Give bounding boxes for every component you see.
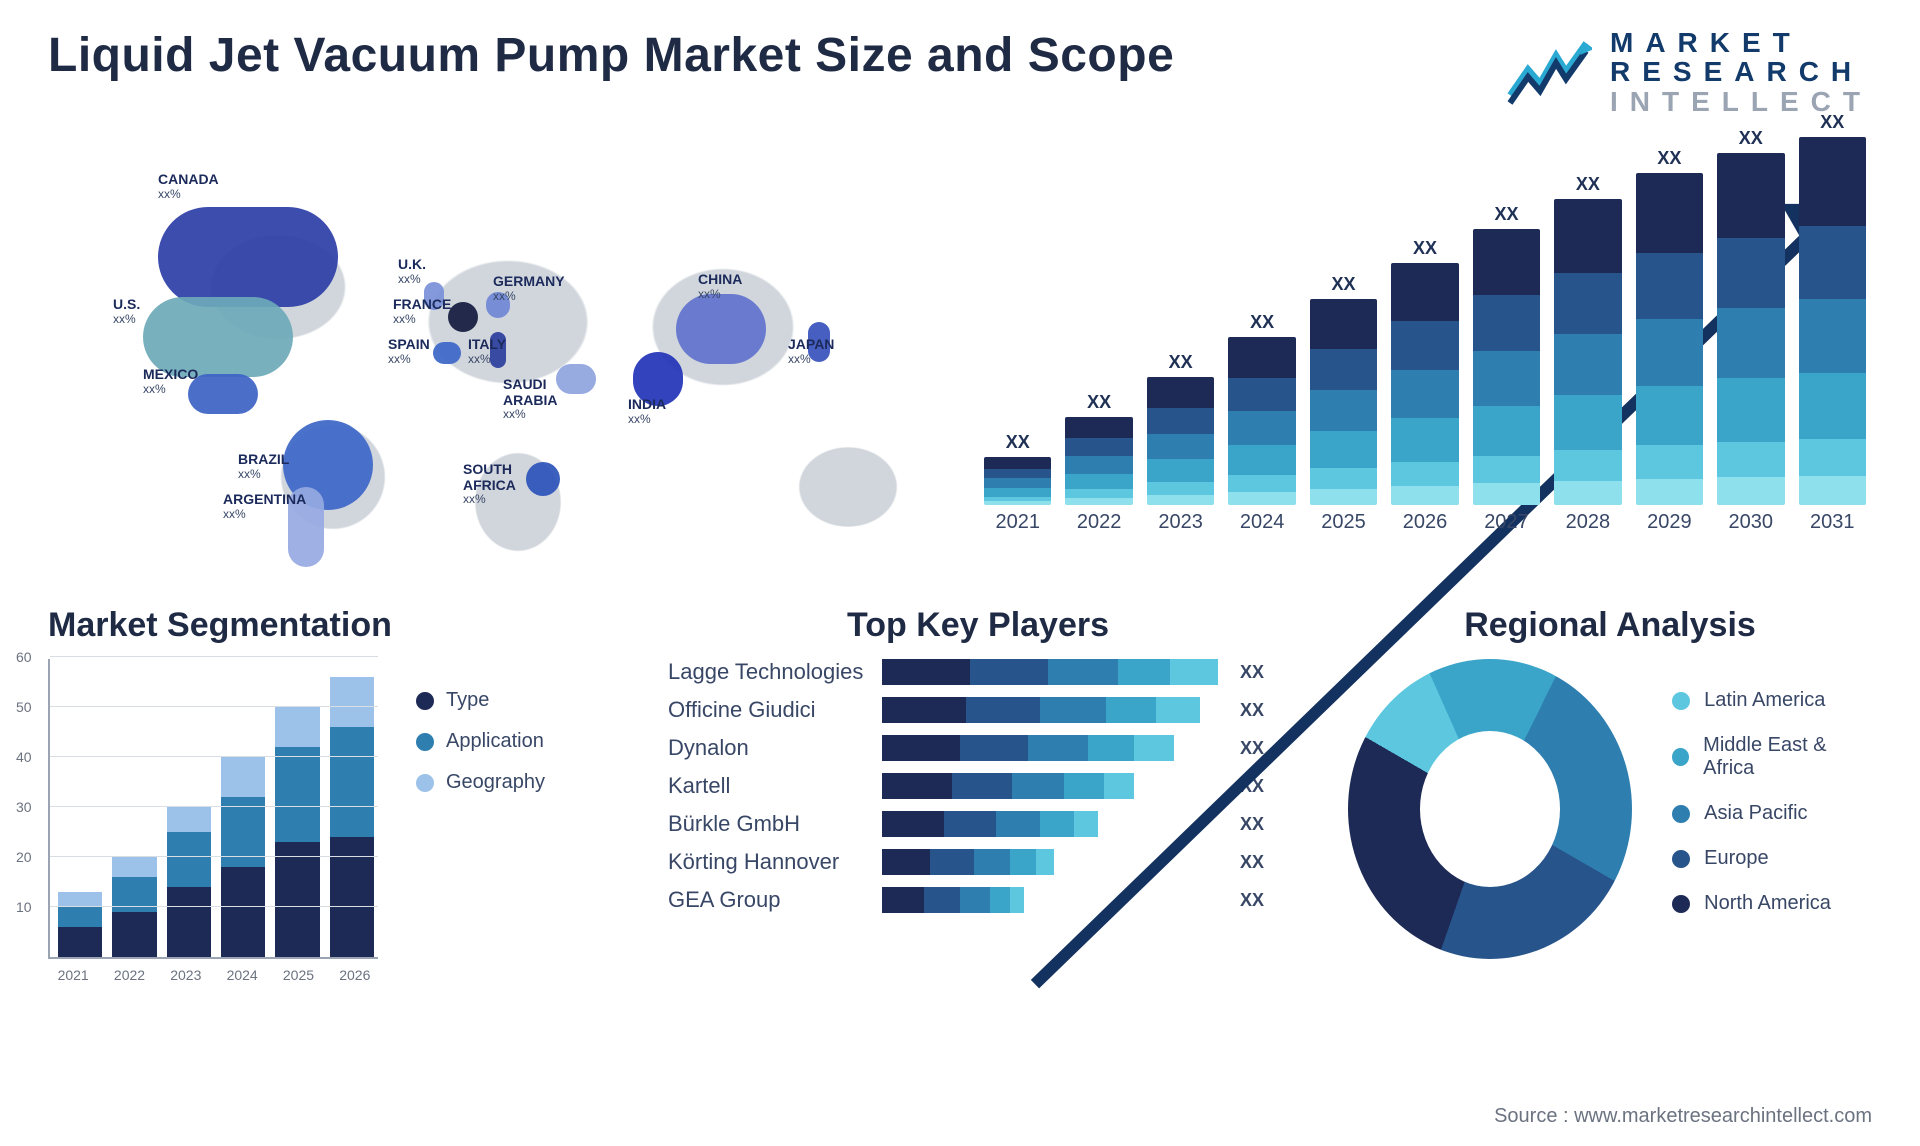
kp-row: DynalonXX: [668, 735, 1288, 761]
market-size-chart: XX2021XX2022XX2023XX2024XX2025XX2026XX20…: [978, 142, 1872, 562]
kp-row: Lagge TechnologiesXX: [668, 659, 1288, 685]
seg-legend-geography: Geography: [416, 771, 545, 794]
country-label-italy: ITALYxx%: [468, 337, 506, 366]
brand-logo: MARKET RESEARCH INTELLECT: [1506, 28, 1872, 116]
segmentation-legend: Type Application Geography: [416, 689, 545, 794]
regional-legend-middle-east---africa: Middle East & Africa: [1672, 734, 1872, 780]
seg-col-2026: [330, 677, 374, 957]
country-label-japan: JAPANxx%: [788, 337, 834, 366]
logo-icon: [1506, 37, 1592, 107]
country-label-canada: CANADAxx%: [158, 172, 219, 201]
country-label-argentina: ARGENTINAxx%: [223, 492, 306, 521]
country-label-saudiarabia: SAUDIARABIAxx%: [503, 377, 557, 421]
kp-row: KartellXX: [668, 773, 1288, 799]
regional-panel: Regional Analysis Latin America Middle Ea…: [1348, 606, 1872, 959]
mainchart-col-2022: XX2022: [1065, 392, 1132, 534]
regional-title: Regional Analysis: [1348, 606, 1872, 645]
source-label: Source : www.marketresearchintellect.com: [1494, 1105, 1872, 1128]
country-shape-southafrica: [526, 462, 560, 496]
mainchart-col-2024: XX2024: [1228, 312, 1295, 534]
country-shape-mexico: [188, 374, 258, 414]
country-label-mexico: MEXICOxx%: [143, 367, 198, 396]
country-label-brazil: BRAZILxx%: [238, 452, 289, 481]
country-label-germany: GERMANYxx%: [493, 274, 565, 303]
logo-line2: RESEARCH: [1610, 57, 1872, 86]
mainchart-col-2030: XX2030: [1717, 128, 1784, 534]
key-players-title: Top Key Players: [668, 606, 1288, 645]
mainchart-col-2023: XX2023: [1147, 352, 1214, 534]
regional-donut-chart: [1348, 659, 1632, 959]
key-players-panel: Top Key Players Lagge TechnologiesXX Offi…: [668, 606, 1288, 959]
country-label-france: FRANCExx%: [393, 297, 451, 326]
regional-legend: Latin America Middle East & Africa Asia Pa…: [1672, 689, 1872, 915]
country-label-china: CHINAxx%: [698, 272, 742, 301]
seg-col-2024: [221, 757, 265, 957]
segmentation-chart: 202120222023202420252026 102030405060: [48, 659, 378, 959]
country-shape-us: [143, 297, 293, 377]
country-label-southafrica: SOUTHAFRICAxx%: [463, 462, 516, 506]
mainchart-col-2025: XX2025: [1310, 274, 1377, 534]
country-shape-france: [448, 302, 478, 332]
world-map: CANADAxx% U.S.xx% MEXICOxx% BRAZILxx% ARGENT…: [48, 142, 908, 562]
mainchart-col-2021: XX2021: [984, 432, 1051, 534]
key-players-list: Lagge TechnologiesXX Officine GiudiciXX Dy…: [668, 659, 1288, 913]
seg-col-2022: [112, 857, 156, 957]
kp-row: Körting HannoverXX: [668, 849, 1288, 875]
mainchart-col-2031: XX2031: [1799, 112, 1866, 534]
regional-legend-asia-pacific: Asia Pacific: [1672, 802, 1872, 825]
country-label-india: INDIAxx%: [628, 397, 666, 426]
seg-col-2021: [58, 892, 102, 957]
country-shape-china: [676, 294, 766, 364]
seg-col-2025: [275, 707, 319, 957]
seg-legend-type: Type: [416, 689, 545, 712]
country-shape-saudiarabia: [556, 364, 596, 394]
mainchart-col-2028: XX2028: [1554, 174, 1621, 534]
regional-legend-latin-america: Latin America: [1672, 689, 1872, 712]
kp-row: Officine GiudiciXX: [668, 697, 1288, 723]
mainchart-col-2026: XX2026: [1391, 238, 1458, 534]
regional-legend-north-america: North America: [1672, 892, 1872, 915]
country-label-us: U.S.xx%: [113, 297, 140, 326]
regional-legend-europe: Europe: [1672, 847, 1872, 870]
mainchart-col-2027: XX2027: [1473, 204, 1540, 534]
country-label-spain: SPAINxx%: [388, 337, 430, 366]
segmentation-panel: Market Segmentation 20212022202320242025…: [48, 606, 608, 959]
segmentation-title: Market Segmentation: [48, 606, 608, 645]
kp-row: GEA GroupXX: [668, 887, 1288, 913]
country-shape-spain: [433, 342, 461, 364]
page-title: Liquid Jet Vacuum Pump Market Size and S…: [48, 28, 1174, 83]
country-shape-canada: [158, 207, 338, 307]
seg-col-2023: [167, 807, 211, 957]
seg-legend-application: Application: [416, 730, 545, 753]
logo-line1: MARKET: [1610, 28, 1872, 57]
mainchart-col-2029: XX2029: [1636, 148, 1703, 534]
country-label-uk: U.K.xx%: [398, 257, 426, 286]
kp-row: Bürkle GmbHXX: [668, 811, 1288, 837]
